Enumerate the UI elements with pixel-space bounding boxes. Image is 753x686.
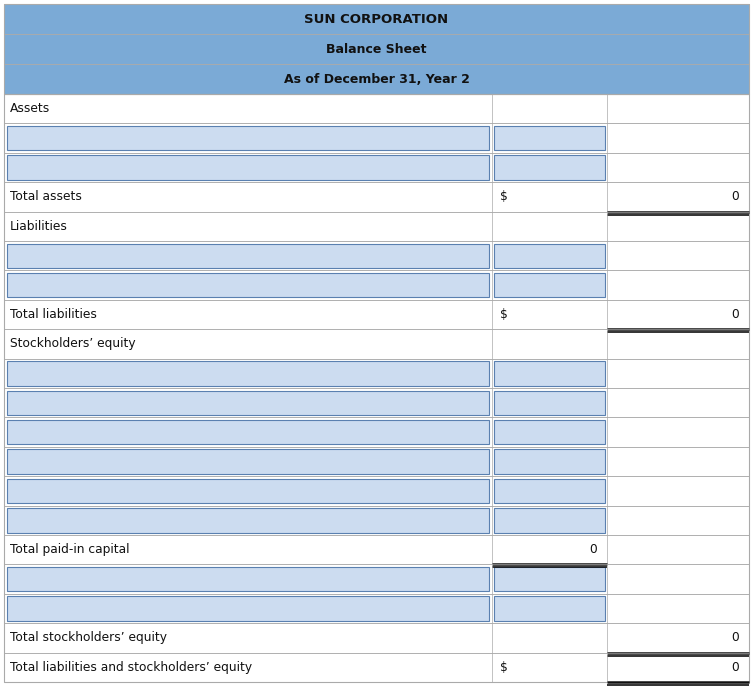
Text: 0: 0 (731, 631, 739, 644)
Bar (608, 153, 749, 182)
Bar (4, 623, 749, 652)
Bar (4, 300, 749, 329)
Text: SUN CORPORATION: SUN CORPORATION (304, 12, 449, 25)
Bar (608, 506, 749, 535)
Bar (608, 594, 749, 623)
Bar (495, 449, 605, 474)
Text: 0: 0 (590, 543, 597, 556)
Bar (4, 4, 749, 34)
Bar (4, 241, 749, 270)
Bar (7, 596, 489, 621)
Bar (7, 420, 489, 445)
Bar (4, 270, 749, 300)
Bar (608, 417, 749, 447)
Bar (7, 567, 489, 591)
Bar (495, 479, 605, 503)
Text: $: $ (500, 308, 508, 321)
Text: Total paid-in capital: Total paid-in capital (10, 543, 130, 556)
Bar (608, 476, 749, 506)
Bar (4, 506, 749, 535)
Text: Assets: Assets (10, 102, 50, 115)
Text: $: $ (500, 191, 508, 204)
Bar (7, 449, 489, 474)
Bar (7, 361, 489, 386)
Bar (4, 388, 749, 417)
Bar (4, 359, 749, 388)
Bar (4, 34, 749, 64)
Bar (608, 565, 749, 594)
Bar (495, 420, 605, 445)
Text: Total liabilities and stockholders’ equity: Total liabilities and stockholders’ equi… (10, 661, 252, 674)
Bar (4, 211, 749, 241)
Bar (495, 244, 605, 268)
Bar (7, 390, 489, 415)
Bar (4, 94, 749, 123)
Bar (4, 565, 749, 594)
Text: Stockholders’ equity: Stockholders’ equity (10, 338, 136, 351)
Bar (4, 4, 749, 94)
Bar (495, 126, 605, 150)
Text: Total stockholders’ equity: Total stockholders’ equity (10, 631, 167, 644)
Text: Total liabilities: Total liabilities (10, 308, 97, 321)
Bar (495, 155, 605, 180)
Text: Balance Sheet: Balance Sheet (326, 43, 427, 56)
Text: Total assets: Total assets (10, 191, 82, 204)
Bar (7, 273, 489, 297)
Bar (4, 447, 749, 476)
Bar (4, 123, 749, 153)
Bar (495, 390, 605, 415)
Bar (7, 508, 489, 532)
Bar (495, 361, 605, 386)
Bar (495, 508, 605, 532)
Bar (495, 567, 605, 591)
Bar (4, 476, 749, 506)
Bar (4, 64, 749, 94)
Text: Liabilities: Liabilities (10, 220, 68, 233)
Bar (4, 182, 749, 211)
Text: $: $ (500, 661, 508, 674)
Bar (4, 153, 749, 182)
Bar (608, 270, 749, 300)
Bar (7, 126, 489, 150)
Bar (4, 535, 749, 565)
Bar (608, 123, 749, 153)
Bar (7, 244, 489, 268)
Text: 0: 0 (731, 661, 739, 674)
Bar (4, 652, 749, 682)
Bar (7, 479, 489, 503)
Bar (608, 388, 749, 417)
Bar (7, 155, 489, 180)
Bar (4, 329, 749, 359)
Text: 0: 0 (731, 308, 739, 321)
Bar (4, 94, 749, 682)
Bar (608, 241, 749, 270)
Text: 0: 0 (731, 191, 739, 204)
Bar (495, 596, 605, 621)
Bar (608, 359, 749, 388)
Bar (495, 273, 605, 297)
Bar (608, 447, 749, 476)
Bar (4, 594, 749, 623)
Text: As of December 31, Year 2: As of December 31, Year 2 (284, 73, 469, 86)
Bar (4, 417, 749, 447)
